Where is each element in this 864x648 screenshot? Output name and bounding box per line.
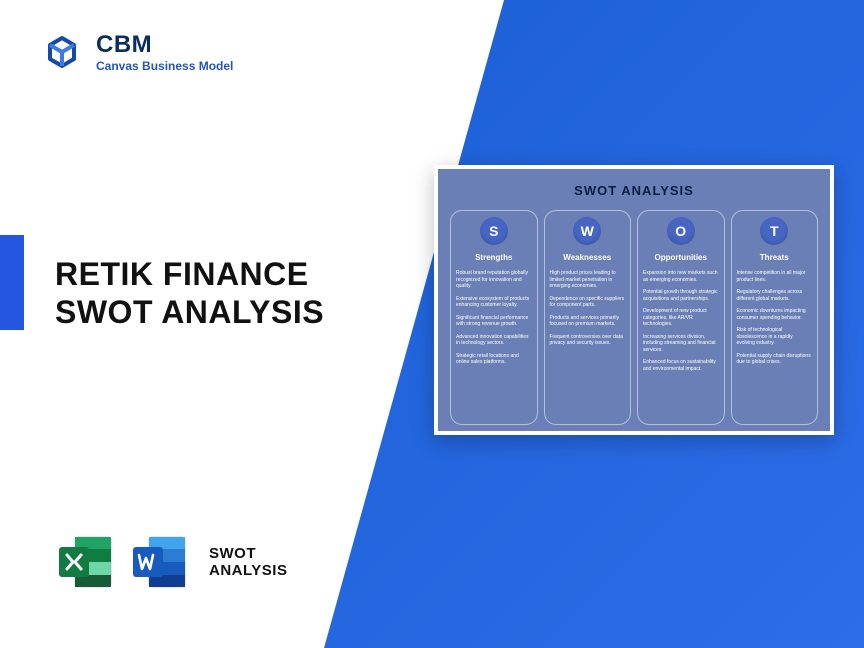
swot-item: Frequent controversies over data privacy… (550, 334, 626, 347)
swot-letter-o: O (667, 217, 695, 245)
brand-name: CBM (96, 31, 233, 59)
swot-col-threats: T Threats Intense competition in all maj… (731, 210, 819, 425)
cbm-logo-icon (40, 30, 84, 74)
swot-letter-s: S (480, 217, 508, 245)
swot-col-weaknesses: W Weaknesses High product prices leading… (544, 210, 632, 425)
brand-tagline: Canvas Business Model (96, 59, 233, 73)
swot-item: Expansion into new markets such as emerg… (643, 270, 719, 283)
swot-card-title: SWOT ANALYSIS (450, 183, 818, 198)
swot-heading-strengths: Strengths (475, 253, 512, 262)
swot-card: SWOT ANALYSIS S Strengths Robust brand r… (434, 165, 834, 435)
swot-letter-w: W (573, 217, 601, 245)
swot-item: Extensive ecosystem of products enhancin… (456, 296, 532, 309)
title-line-2: SWOT ANALYSIS (55, 293, 324, 331)
swot-item: Economic downturns impacting consumer sp… (737, 308, 813, 321)
swot-heading-weaknesses: Weaknesses (563, 253, 611, 262)
swot-item: Intense competition in all major product… (737, 270, 813, 283)
swot-columns: S Strengths Robust brand reputation glob… (450, 210, 818, 425)
swot-items-threats: Intense competition in all major product… (737, 270, 813, 366)
swot-item: Strategic retail locations and online sa… (456, 353, 532, 366)
footer-label-line2: ANALYSIS (209, 562, 287, 579)
accent-bar (0, 235, 24, 330)
footer-label: SWOT ANALYSIS (209, 545, 287, 579)
footer-icons: SWOT ANALYSIS (55, 531, 287, 593)
swot-item: Risk of technological obsolescence in a … (737, 327, 813, 347)
swot-item: Products and services primarily focused … (550, 315, 626, 328)
swot-item: Significant financial performance with s… (456, 315, 532, 328)
title-line-1: RETIK FINANCE (55, 255, 324, 293)
swot-item: High product prices leading to limited m… (550, 270, 626, 290)
swot-item: Potential growth through strategic acqui… (643, 289, 719, 302)
brand-text: CBM Canvas Business Model (96, 31, 233, 73)
swot-item: Development of new product categories, l… (643, 308, 719, 328)
swot-item: Increasing services division, including … (643, 334, 719, 354)
swot-heading-threats: Threats (760, 253, 789, 262)
word-icon (129, 531, 191, 593)
swot-letter-t: T (760, 217, 788, 245)
swot-col-strengths: S Strengths Robust brand reputation glob… (450, 210, 538, 425)
swot-items-opportunities: Expansion into new markets such as emerg… (643, 270, 719, 372)
swot-col-opportunities: O Opportunities Expansion into new marke… (637, 210, 725, 425)
swot-items-weaknesses: High product prices leading to limited m… (550, 270, 626, 347)
swot-item: Dependence on specific suppliers for com… (550, 296, 626, 309)
swot-item: Advanced innovation capabilities in tech… (456, 334, 532, 347)
footer-label-line1: SWOT (209, 545, 287, 562)
swot-items-strengths: Robust brand reputation globally recogni… (456, 270, 532, 366)
swot-item: Enhanced focus on sustainability and env… (643, 359, 719, 372)
swot-item: Regulatory challenges across different g… (737, 289, 813, 302)
header: CBM Canvas Business Model (40, 30, 233, 74)
main-title: RETIK FINANCE SWOT ANALYSIS (55, 255, 324, 332)
swot-item: Potential supply chain disruptions due t… (737, 353, 813, 366)
excel-icon (55, 531, 117, 593)
swot-item: Robust brand reputation globally recogni… (456, 270, 532, 290)
swot-heading-opportunities: Opportunities (655, 253, 707, 262)
